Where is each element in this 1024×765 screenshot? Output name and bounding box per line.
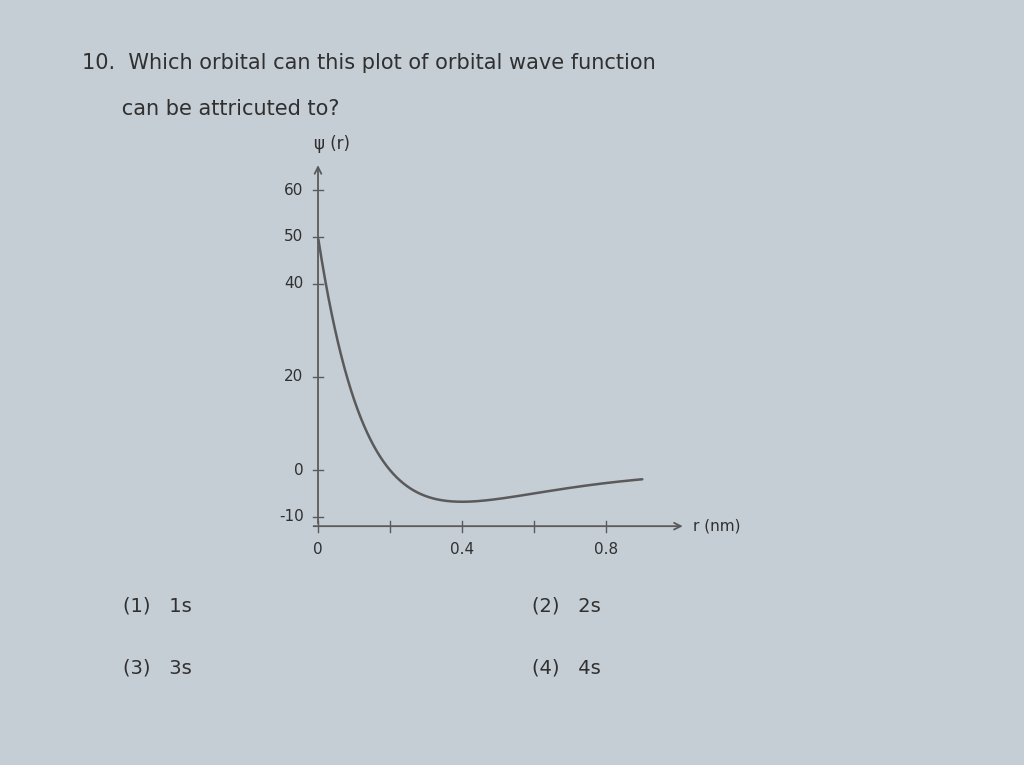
Text: (2)   2s: (2) 2s: [532, 597, 601, 616]
Text: -10: -10: [279, 509, 303, 524]
Text: 0: 0: [294, 463, 303, 477]
Text: r (nm): r (nm): [692, 519, 740, 534]
Text: 0.8: 0.8: [594, 542, 618, 558]
Text: (4)   4s: (4) 4s: [532, 658, 601, 677]
Text: can be attricuted to?: can be attricuted to?: [82, 99, 339, 119]
Text: ψ (r): ψ (r): [314, 135, 350, 153]
Text: 60: 60: [285, 183, 303, 198]
Text: 40: 40: [285, 276, 303, 291]
Text: 10.  Which orbital can this plot of orbital wave function: 10. Which orbital can this plot of orbit…: [82, 53, 655, 73]
Text: 0.4: 0.4: [451, 542, 474, 558]
Text: 0: 0: [313, 542, 323, 558]
Text: (3)   3s: (3) 3s: [123, 658, 191, 677]
Text: 20: 20: [285, 369, 303, 384]
Text: 50: 50: [285, 230, 303, 245]
Text: (1)   1s: (1) 1s: [123, 597, 191, 616]
